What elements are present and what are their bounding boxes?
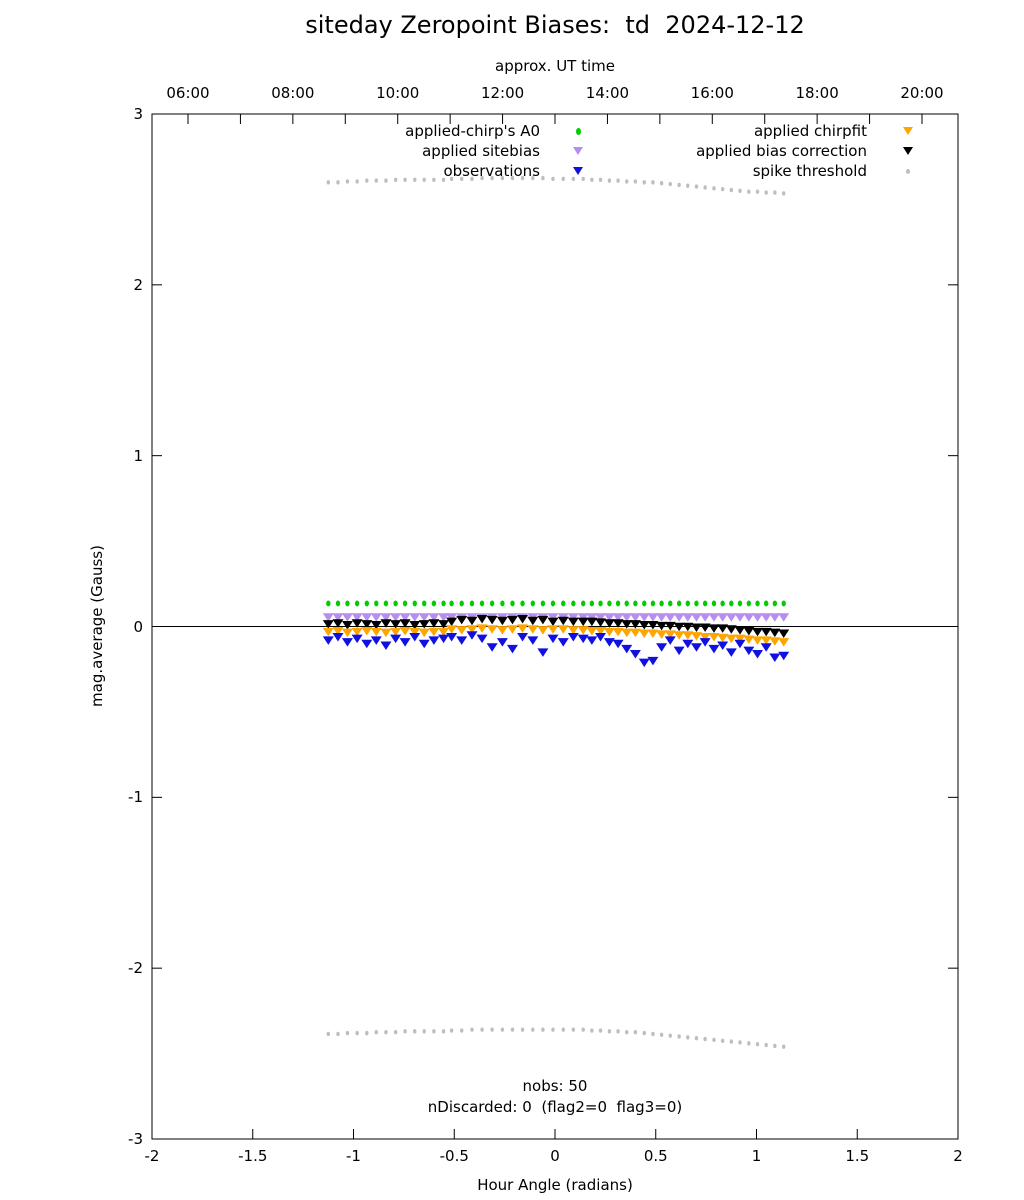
spike-threshold-legend-marker-icon: [906, 168, 910, 174]
x-tick-label: -1: [346, 1147, 361, 1165]
legend-item-applied-sitebias: applied sitebias: [422, 142, 540, 160]
legend-item-spike-threshold: spike threshold: [752, 162, 867, 180]
legend-item-applied-chirp-s-a0: applied-chirp's A0: [405, 122, 540, 140]
series-applied-bias-correction: [322, 615, 790, 639]
top-tick-label: 16:00: [690, 84, 734, 102]
x-tick-label: 0: [550, 1147, 560, 1165]
x-tick-label: 2: [953, 1147, 963, 1165]
page-title: siteday Zeropoint Biases: td 2024-12-12: [305, 11, 805, 39]
y-tick-label: -3: [128, 1130, 143, 1148]
y-tick-label: 3: [133, 105, 143, 123]
series-spike-threshold: [326, 175, 786, 1049]
series-applied-chirpfit: [322, 624, 790, 647]
top-axis-label: approx. UT time: [495, 57, 615, 75]
x-tick-label: 0.5: [643, 1147, 668, 1165]
x-axis-label: Hour Angle (radians): [477, 1176, 633, 1194]
y-tick-label: 2: [133, 275, 143, 294]
y-tick-label: 1: [133, 446, 143, 465]
top-tick-label: 14:00: [585, 84, 630, 102]
top-tick-label: 18:00: [795, 84, 839, 102]
x-tick-label: -0.5: [439, 1147, 469, 1165]
annotation-nobs: nobs: 50: [522, 1077, 588, 1095]
x-tick-label: -1.5: [238, 1147, 268, 1165]
observations-legend-marker-icon: [572, 167, 583, 175]
top-tick-label: 06:00: [166, 84, 210, 102]
legend-item-applied-chirpfit: applied chirpfit: [753, 122, 867, 140]
x-tick-label: -2: [144, 1147, 160, 1165]
top-tick-label: 10:00: [376, 84, 420, 102]
applied-sitebias-legend-marker-icon: [572, 147, 583, 155]
top-tick-label: 20:00: [900, 84, 944, 102]
annotation-ndiscarded: nDiscarded: 0 (flag2=0 flag3=0): [427, 1098, 683, 1116]
applied-chirp-s-a0-legend-marker-icon: [575, 127, 581, 135]
y-tick-label: 0: [133, 617, 143, 636]
applied-bias-correction-legend-marker-icon: [902, 147, 913, 155]
x-tick-label: 1: [751, 1147, 762, 1165]
top-tick-label: 12:00: [480, 84, 525, 102]
top-tick-label: 08:00: [271, 84, 315, 102]
applied-chirpfit-legend-marker-icon: [902, 127, 913, 135]
legend-item-applied-bias-correction: applied bias correction: [696, 142, 867, 160]
series-observations: [322, 631, 790, 668]
axis-ticks: [151, 113, 959, 1140]
y-tick-label: -2: [128, 959, 143, 978]
x-tick-label: 1.5: [845, 1147, 870, 1165]
y-tick-label: -1: [128, 788, 143, 807]
legend-item-observations: observations: [443, 162, 540, 180]
series-applied-chirp-s-a0: [326, 600, 786, 607]
